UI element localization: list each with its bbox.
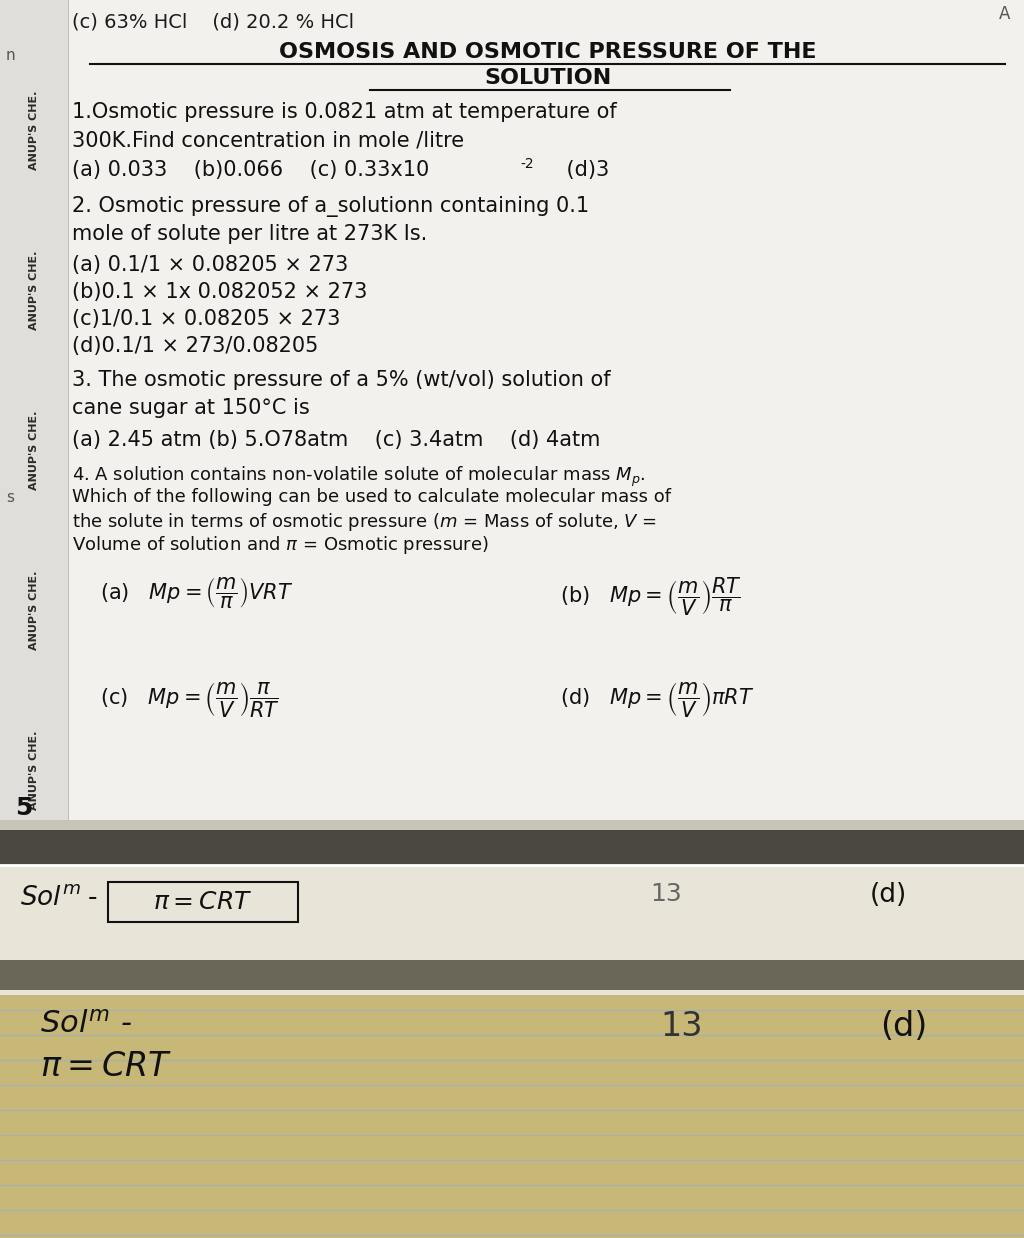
Text: ANUP'S CHE.: ANUP'S CHE. [29,730,39,810]
Bar [0,990,1024,1238]
Text: ANUP'S CHE.: ANUP'S CHE. [29,250,39,329]
Text: $\pi = CRT$: $\pi = CRT$ [154,890,253,914]
Text: A: A [998,5,1010,24]
Text: mole of solute per litre at 273K Is.: mole of solute per litre at 273K Is. [72,224,427,244]
Text: (d)0.1/1 × 273/0.08205: (d)0.1/1 × 273/0.08205 [72,335,318,357]
Bar [0,0,1024,971]
Text: 4. A solution contains non-volatile solute of molecular mass $M_p$.: 4. A solution contains non-volatile solu… [72,465,645,489]
Text: -2: -2 [520,157,534,171]
Bar [0,0,68,971]
Text: (d): (d) [870,881,907,907]
Text: ANUP'S CHE.: ANUP'S CHE. [29,410,39,490]
Bar [0,820,1024,829]
Text: Volume of solution and $\pi$ = Osmotic pressure): Volume of solution and $\pi$ = Osmotic p… [72,534,488,556]
Text: ANUP'S CHE.: ANUP'S CHE. [29,90,39,170]
Bar [0,865,1024,995]
Text: (a) 0.033    (b)0.066    (c) 0.33x10: (a) 0.033 (b)0.066 (c) 0.33x10 [72,160,429,180]
Text: (d): (d) [880,1010,928,1042]
Bar [0,959,1024,990]
Bar [108,881,298,922]
Text: 3. The osmotic pressure of a 5% (wt/vol) solution of: 3. The osmotic pressure of a 5% (wt/vol)… [72,370,610,390]
Text: (a) 0.1/1 × 0.08205 × 273: (a) 0.1/1 × 0.08205 × 273 [72,255,348,275]
Bar [0,829,1024,865]
Text: 13: 13 [650,881,682,906]
Text: -: - [88,885,97,911]
Text: ANUP'S CHE.: ANUP'S CHE. [29,571,39,650]
Text: (d)   $Mp = \left(\dfrac{m}{V}\right)\pi RT$: (d) $Mp = \left(\dfrac{m}{V}\right)\pi R… [560,680,755,719]
Text: 1.Osmotic pressure is 0.0821 atm at temperature of: 1.Osmotic pressure is 0.0821 atm at temp… [72,102,616,123]
Text: SOLUTION: SOLUTION [484,68,611,88]
Text: (b)0.1 × 1x 0.082052 × 273: (b)0.1 × 1x 0.082052 × 273 [72,282,368,302]
Text: $Sol^m\!$: $Sol^m\!$ [20,885,81,911]
Text: (c)1/0.1 × 0.08205 × 273: (c)1/0.1 × 0.08205 × 273 [72,310,340,329]
Text: (c)   $Mp = \left(\dfrac{m}{V}\right)\dfrac{\pi}{RT}$: (c) $Mp = \left(\dfrac{m}{V}\right)\dfra… [100,680,281,719]
Text: (a) 2.45 atm (b) 5.O78atm    (c) 3.4atm    (d) 4atm: (a) 2.45 atm (b) 5.O78atm (c) 3.4atm (d)… [72,430,600,449]
Text: cane sugar at 150°C is: cane sugar at 150°C is [72,397,309,418]
Text: (d)3: (d)3 [540,160,609,180]
Text: n: n [6,48,15,63]
Text: Which of the following can be used to calculate molecular mass of: Which of the following can be used to ca… [72,488,671,506]
Text: OSMOSIS AND OSMOTIC PRESSURE OF THE: OSMOSIS AND OSMOTIC PRESSURE OF THE [280,42,817,62]
Text: (c) 63% HCl    (d) 20.2 % HCl: (c) 63% HCl (d) 20.2 % HCl [72,12,354,31]
Text: 300K.Find concentration in mole /litre: 300K.Find concentration in mole /litre [72,130,464,150]
Text: $Sol^m$ -: $Sol^m$ - [40,1010,132,1039]
Text: (a)   $Mp = \left(\dfrac{m}{\pi}\right)VRT$: (a) $Mp = \left(\dfrac{m}{\pi}\right)VRT… [100,574,293,610]
Text: 5: 5 [15,796,33,820]
Text: s: s [6,490,14,505]
Text: the solute in terms of osmotic pressure ($m$ = Mass of solute, $V$ =: the solute in terms of osmotic pressure … [72,511,656,534]
Text: 2. Osmotic pressure of a_solutionn containing 0.1: 2. Osmotic pressure of a_solutionn conta… [72,196,589,217]
Text: $\pi = CRT$: $\pi = CRT$ [40,1050,172,1083]
Text: 13: 13 [660,1010,702,1042]
Text: (b)   $Mp = \left(\dfrac{m}{V}\right)\dfrac{RT}{\pi}$: (b) $Mp = \left(\dfrac{m}{V}\right)\dfra… [560,574,741,618]
